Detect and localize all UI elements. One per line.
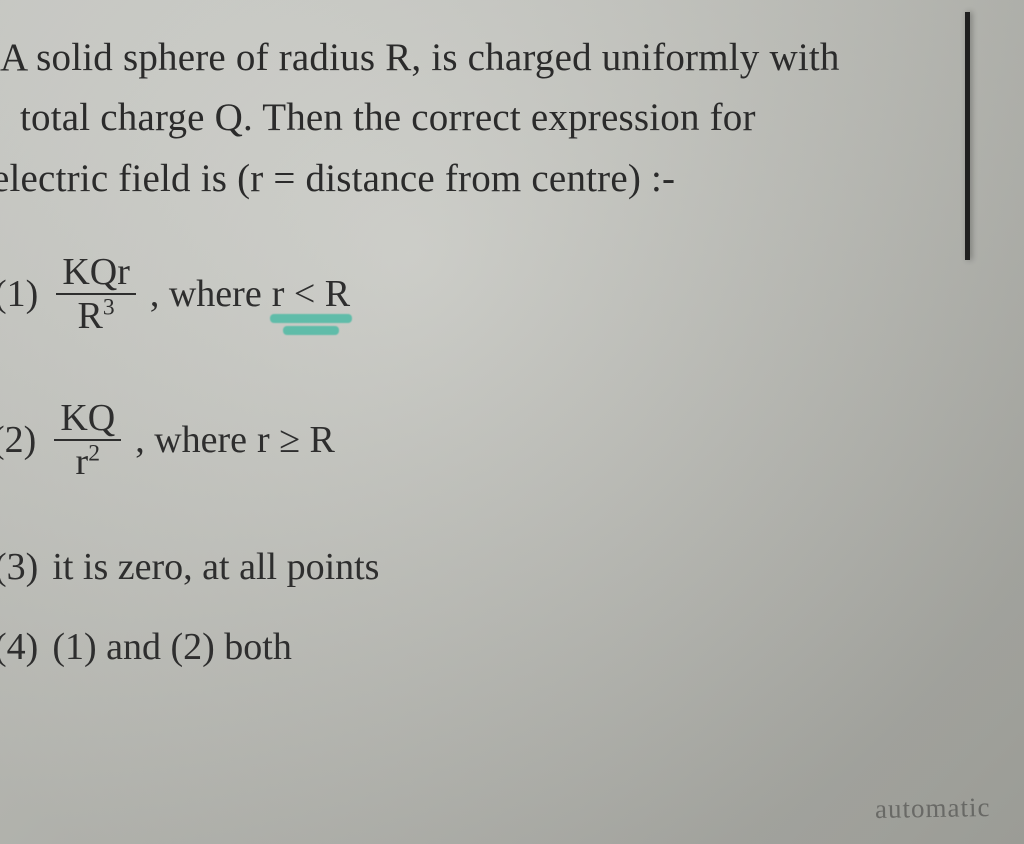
highlight-stroke-icon [270, 314, 352, 323]
question-line-2: total charge Q. Then the correct express… [20, 88, 934, 148]
option-1-numerator: KQr [56, 253, 136, 293]
option-2-denom-exp: 2 [88, 441, 100, 467]
option-2-condition: r ≥ R [257, 418, 335, 464]
option-2-denominator: r2 [70, 441, 106, 481]
option-2: (2) KQ r2 , where r ≥ R [0, 399, 994, 481]
option-1-fraction: KQr R3 [56, 253, 136, 335]
option-1-condition-wrap: r < R [272, 272, 350, 318]
option-1: (1) KQr R3 , where r < R [0, 253, 994, 335]
option-1-condition: r < R [272, 273, 350, 315]
option-3: (3) it is zero, at all points [0, 545, 994, 591]
option-2-number: (2) [0, 418, 36, 464]
page-edge-shadow [965, 12, 970, 260]
question-line-3: electric field is (r = distance from cen… [0, 149, 934, 209]
highlight-stroke-icon [283, 326, 339, 335]
option-3-text: it is zero, at all points [52, 545, 379, 591]
option-3-number: (3) [0, 545, 38, 591]
option-2-fraction: KQ r2 [54, 399, 121, 481]
page-container: A solid sphere of radius R, is charged u… [0, 0, 1024, 844]
question-line-1: A solid sphere of radius R, is charged u… [0, 28, 934, 88]
option-1-denominator: R3 [72, 295, 121, 335]
option-1-denom-exp: 3 [103, 295, 115, 321]
option-2-numerator: KQ [54, 399, 121, 439]
option-4-number: (4) [0, 625, 38, 671]
option-1-number: (1) [0, 272, 38, 318]
option-4: (4) (1) and (2) both [0, 625, 994, 671]
option-2-after: , where [135, 418, 247, 464]
option-2-denom-base: r [76, 441, 89, 483]
option-4-text: (1) and (2) both [52, 625, 292, 671]
handwriting-scribble: automatic [874, 792, 990, 825]
question-text: A solid sphere of radius R, is charged u… [0, 28, 994, 209]
option-1-denom-base: R [78, 295, 103, 337]
option-1-after: , where [150, 272, 262, 318]
